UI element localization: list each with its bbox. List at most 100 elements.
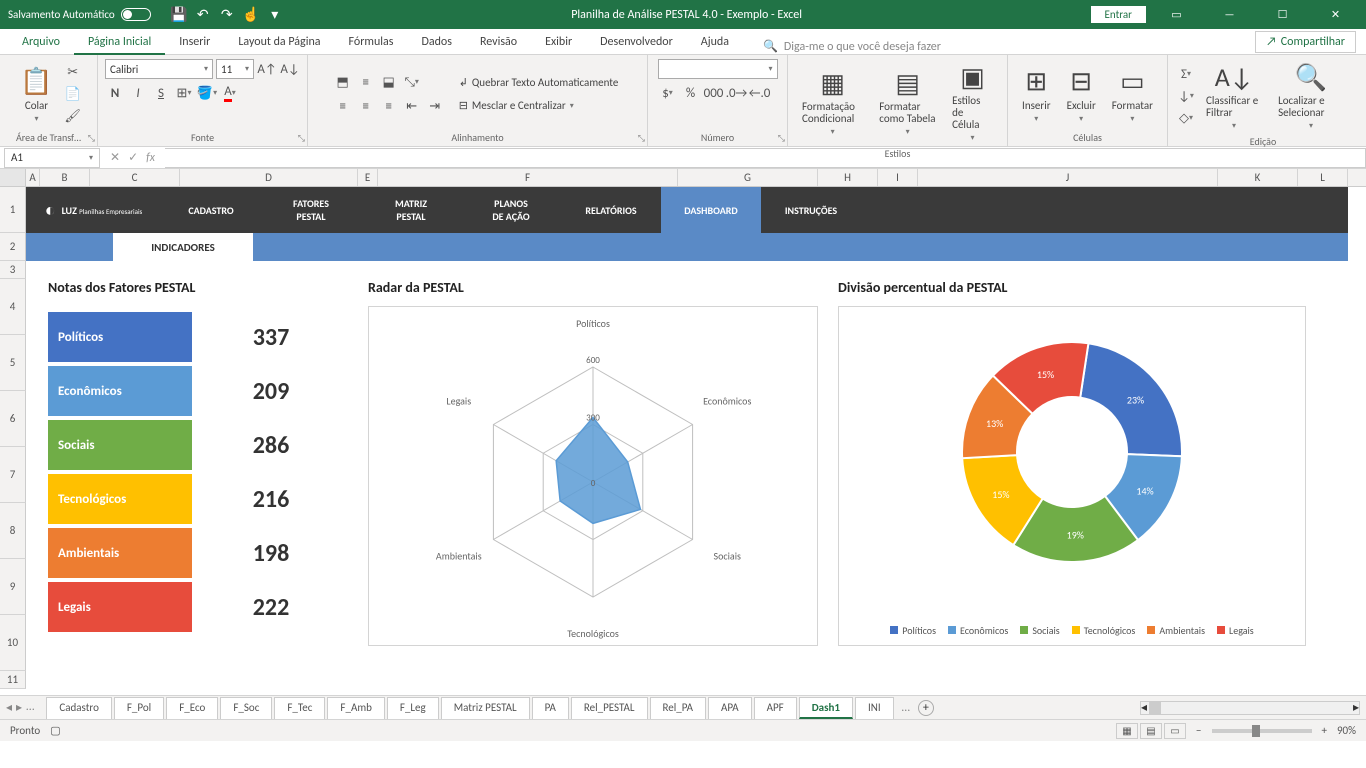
delete-cells-button[interactable]: ⊟Excluir▾ [1061,63,1102,126]
column-header[interactable]: H [818,169,878,186]
nav-item-planos-de-ação[interactable]: PLANOSDE AÇÃO [461,187,561,233]
sheet-tab-f_leg[interactable]: F_Leg [387,697,439,719]
redo-icon[interactable]: ↷ [219,7,235,23]
copy-icon[interactable]: 📄 [63,84,83,104]
comma-icon[interactable]: 000 [704,83,724,103]
autosave-toggle[interactable]: Salvamento Automático [8,8,151,21]
conditional-formatting-button[interactable]: ▦Formatação Condicional▾ [796,65,869,139]
row-header[interactable]: 8 [0,503,26,559]
sheet-tab-rel_pestal[interactable]: Rel_PESTAL [571,697,648,719]
align-right-icon[interactable]: ≡ [379,96,399,116]
sheet-tab-ini[interactable]: INI [855,697,894,719]
column-header[interactable]: F [378,169,678,186]
ribbon-tab-fórmulas[interactable]: Fórmulas [335,31,408,54]
ribbon-tab-página-inicial[interactable]: Página Inicial [74,31,165,55]
view-normal-icon[interactable]: ▦ [1116,723,1138,739]
sheet-tab-apa[interactable]: APA [708,697,752,719]
worksheet-grid[interactable]: ◐ LUZ Planilhas Empresariais CADASTROFAT… [26,187,1366,695]
fill-icon[interactable]: ↓▾ [1176,86,1196,106]
tab-overflow-icon[interactable]: … [902,701,910,715]
underline-icon[interactable]: S [151,83,171,103]
sheet-tab-cadastro[interactable]: Cadastro [46,697,112,719]
nav-item-cadastro[interactable]: CADASTRO [161,187,261,233]
column-header[interactable]: C [90,169,180,186]
sheet-tab-f_eco[interactable]: F_Eco [166,697,218,719]
row-header[interactable]: 9 [0,559,26,615]
bold-icon[interactable]: N [105,83,125,103]
undo-icon[interactable]: ↶ [195,7,211,23]
qat-customize-icon[interactable]: ▾ [267,7,283,23]
column-header[interactable]: J [918,169,1218,186]
wrap-text-button[interactable]: ↲Quebrar Texto Automaticamente [455,74,623,91]
column-header[interactable]: D [180,169,358,186]
autosum-icon[interactable]: Σ▾ [1176,64,1196,84]
row-header[interactable]: 4 [0,279,26,335]
row-header[interactable]: 11 [0,671,26,689]
zoom-slider[interactable] [1212,729,1312,733]
increase-font-icon[interactable]: A↑ [257,59,277,79]
horizontal-scrollbar[interactable]: ◂▸ [1140,701,1360,715]
format-cells-button[interactable]: ▭Formatar▾ [1106,63,1159,126]
column-header[interactable]: B [40,169,90,186]
subnav-tab-indicadores[interactable]: INDICADORES [113,233,253,261]
ribbon-tab-desenvolvedor[interactable]: Desenvolvedor [586,31,687,54]
nav-item-fatores-pestal[interactable]: FATORESPESTAL [261,187,361,233]
ribbon-tab-ajuda[interactable]: Ajuda [687,31,743,54]
sort-filter-button[interactable]: A↓Classificar e Filtrar▾ [1200,59,1268,133]
merge-center-button[interactable]: ⊟Mesclar e Centralizar▾ [455,97,623,114]
ribbon-tab-inserir[interactable]: Inserir [165,31,224,54]
nav-item-matriz-pestal[interactable]: MATRIZPESTAL [361,187,461,233]
paste-button[interactable]: 📋Colar▾ [14,63,58,126]
orientation-icon[interactable]: ⤡▾ [402,72,422,92]
currency-icon[interactable]: $▾ [658,83,678,103]
sheet-tab-apf[interactable]: APF [754,697,797,719]
column-header[interactable]: G [678,169,818,186]
format-as-table-button[interactable]: ▤Formatar como Tabela▾ [873,65,942,139]
enter-formula-icon[interactable]: ✓ [128,150,138,165]
close-button[interactable]: ✕ [1313,0,1358,29]
maximize-button[interactable]: ☐ [1260,0,1305,29]
alignment-dialog-icon[interactable]: ⤡ [638,133,645,144]
clear-icon[interactable]: ◇▾ [1176,108,1196,128]
align-middle-icon[interactable]: ≡ [356,72,376,92]
row-header[interactable]: 1 [0,187,26,233]
minimize-button[interactable]: — [1207,0,1252,29]
cancel-formula-icon[interactable]: ✕ [110,150,120,165]
column-header[interactable]: E [358,169,378,186]
column-header[interactable]: K [1218,169,1298,186]
tell-me-search[interactable]: 🔍 Diga-me o que você deseja fazer [763,39,941,54]
fill-color-icon[interactable]: 🪣▾ [197,83,217,103]
nav-item-relatórios[interactable]: RELATÓRIOS [561,187,661,233]
zoom-in-button[interactable]: + [1322,724,1327,737]
align-bottom-icon[interactable]: ⬓ [379,72,399,92]
cut-icon[interactable]: ✂ [63,62,83,82]
decrease-decimal-icon[interactable]: ←.0 [750,83,770,103]
font-name-select[interactable]: Calibri▾ [105,59,213,79]
ribbon-tab-layout-da-página[interactable]: Layout da Página [224,31,334,54]
font-size-select[interactable]: 11▾ [216,59,254,79]
clipboard-dialog-icon[interactable]: ⤡ [88,133,95,144]
number-dialog-icon[interactable]: ⤡ [778,133,785,144]
ribbon-display-icon[interactable]: ▭ [1154,0,1199,29]
align-center-icon[interactable]: ≡ [356,96,376,116]
decrease-indent-icon[interactable]: ⇤ [402,96,422,116]
sheet-tab-dash1[interactable]: Dash1 [799,697,853,719]
fx-icon[interactable]: fx [146,151,155,165]
increase-decimal-icon[interactable]: .0→ [727,83,747,103]
italic-icon[interactable]: I [128,83,148,103]
formula-input[interactable] [165,148,1366,168]
nav-item-instruções[interactable]: INSTRUÇÕES [761,187,861,233]
ribbon-tab-exibir[interactable]: Exibir [531,31,586,54]
row-header[interactable]: 2 [0,233,26,261]
row-header[interactable]: 6 [0,391,26,447]
percent-icon[interactable]: % [681,83,701,103]
sheet-tab-f_tec[interactable]: F_Tec [274,697,325,719]
font-dialog-icon[interactable]: ⤡ [298,133,305,144]
share-button[interactable]: ↗ Compartilhar [1255,31,1356,53]
increase-indent-icon[interactable]: ⇥ [425,96,445,116]
column-header[interactable]: I [878,169,918,186]
ribbon-tab-arquivo[interactable]: Arquivo [8,31,74,54]
number-format-select[interactable]: ▾ [658,59,778,79]
macro-record-icon[interactable]: ▢ [50,724,60,737]
column-header[interactable]: L [1298,169,1348,186]
